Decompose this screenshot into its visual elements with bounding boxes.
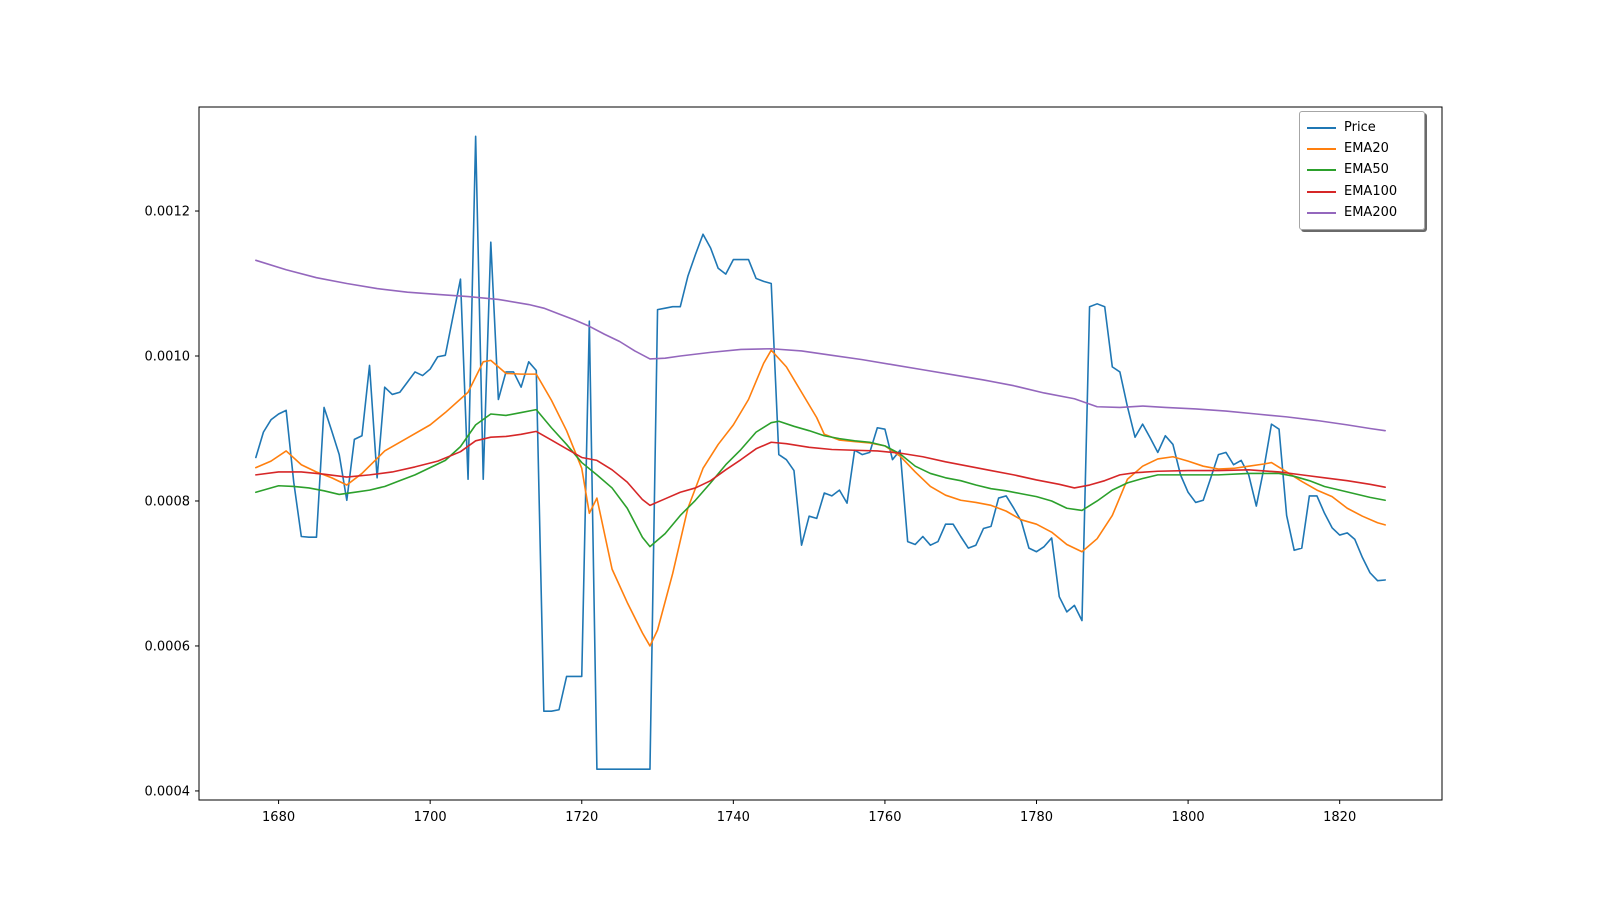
legend-item-price: Price	[1307, 118, 1415, 138]
x-tick-label: 1700	[414, 810, 447, 825]
x-tick-label: 1800	[1172, 810, 1205, 825]
legend-line-swatch	[1307, 212, 1336, 215]
series-line-ema200	[255, 259, 1386, 432]
legend-label: EMA20	[1344, 141, 1389, 157]
legend-label: EMA50	[1344, 162, 1389, 178]
series-line-ema50	[255, 408, 1386, 548]
x-tick-label: 1780	[1020, 810, 1053, 825]
legend-line-swatch	[1307, 169, 1336, 172]
x-tick-label: 1680	[262, 810, 295, 825]
legend-line-swatch	[1307, 148, 1336, 151]
series-line-price	[255, 135, 1386, 770]
legend-item-ema200: EMA200	[1307, 203, 1415, 223]
y-tick-label: 0.0006	[145, 639, 191, 654]
legend-label: Price	[1344, 119, 1376, 135]
legend-line-swatch	[1307, 126, 1336, 129]
y-tick-label: 0.0010	[145, 350, 191, 365]
legend-label: EMA100	[1344, 183, 1398, 199]
x-tick-label: 1820	[1323, 810, 1356, 825]
legend-item-ema50: EMA50	[1307, 160, 1415, 180]
legend-line-swatch	[1307, 190, 1336, 193]
y-tick-label: 0.0004	[145, 784, 191, 799]
y-tick-label: 0.0008	[145, 494, 191, 509]
x-tick-label: 1720	[565, 810, 598, 825]
legend-item-ema20: EMA20	[1307, 139, 1415, 159]
legend-item-ema100: EMA100	[1307, 182, 1415, 202]
legend-label: EMA200	[1344, 205, 1398, 221]
x-tick-label: 1760	[868, 810, 901, 825]
y-tick-label: 0.0012	[145, 205, 191, 220]
x-tick-label: 1740	[717, 810, 750, 825]
series-line-ema100	[255, 430, 1386, 507]
series-line-ema20	[255, 349, 1386, 647]
legend-box: Price EMA20 EMA50 EMA100 EMA200	[1299, 111, 1425, 230]
axes-frame	[198, 106, 1443, 801]
